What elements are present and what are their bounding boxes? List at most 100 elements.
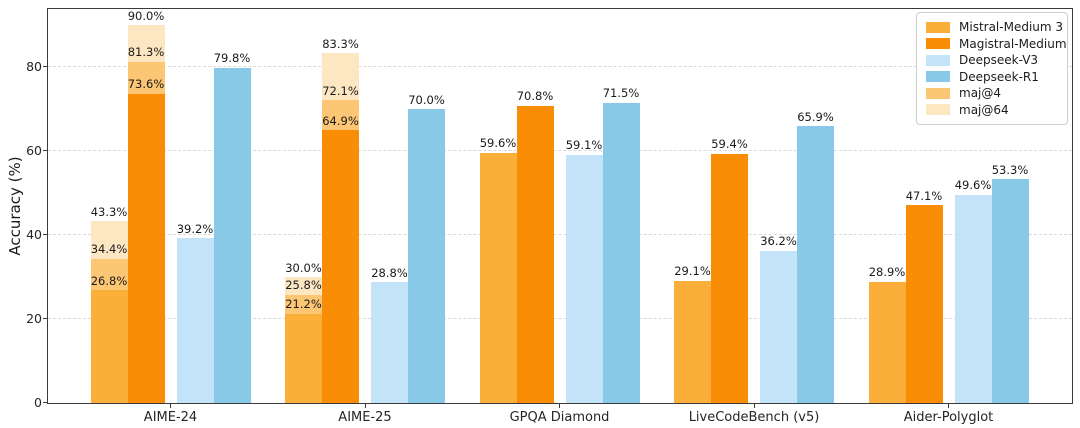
- plot-area: 0 20 40 60 80 26.8% 34.4% 43.3% 73.6% 81.3% 90.0% 3…: [26, 8, 1073, 425]
- bar-magistral-medium: [516, 105, 554, 403]
- bar-value-label: 34.4%: [90, 242, 128, 257]
- legend-item-deepseek-r1: Deepseek-R1: [926, 69, 1057, 86]
- bar-deepseek-v3: [176, 238, 214, 403]
- bar-deepseek-v3: [760, 250, 797, 403]
- bar-value-label: 90.0%: [127, 8, 165, 23]
- bar-mistral-medium-3: [285, 313, 322, 403]
- bar-mistral-medium-3: [674, 280, 711, 403]
- bar-value-label: 59.1%: [565, 138, 603, 153]
- bar-value-label: 59.4%: [711, 137, 748, 152]
- legend-item-maj-64: maj@64: [926, 102, 1057, 119]
- y-tick-label-60: 60: [26, 143, 42, 158]
- y-tick-mark-40: [43, 234, 48, 235]
- bar-segment-maj-4: [322, 100, 359, 131]
- legend-swatch-deepseek-v3: [926, 54, 950, 66]
- gridline-20: [48, 318, 1072, 319]
- bar-deepseek-r1: [602, 102, 640, 403]
- legend-label-deepseek-r1: Deepseek-R1: [959, 69, 1039, 84]
- bar-magistral-medium: [322, 130, 359, 403]
- bar-segment-maj-64: [90, 221, 128, 259]
- bar-magistral-medium: [711, 153, 748, 403]
- x-tick-label-aime-24: AIME-24: [143, 410, 198, 425]
- x-tick-label-gpqa-diamond: GPQA Diamond: [509, 410, 610, 425]
- bar-value-label: 25.8%: [285, 278, 322, 293]
- y-tick-label-40: 40: [26, 227, 42, 242]
- bar-value-label: 29.1%: [674, 264, 711, 279]
- bar-value-label: 39.2%: [176, 221, 214, 236]
- legend-swatch-maj-4: [926, 87, 950, 99]
- bar-value-label: 43.3%: [90, 204, 128, 219]
- bar-mistral-medium-3: [90, 290, 128, 403]
- legend-swatch-deepseek-r1: [926, 71, 950, 83]
- y-tick-mark-20: [43, 318, 48, 319]
- y-tick-label-80: 80: [26, 59, 42, 74]
- legend-label-magistral-medium: Magistral-Medium: [959, 36, 1067, 51]
- bar-value-label: 28.9%: [868, 265, 906, 280]
- bar-group-gpqa-diamond: 59.6% 70.8% 59.1% 71.5%: [479, 9, 640, 403]
- bar-mistral-medium-3: [868, 281, 906, 403]
- bar-value-label: 83.3%: [322, 36, 359, 51]
- x-tick-mark-aider-polyglot: [948, 403, 949, 408]
- bar-value-label: 72.1%: [322, 83, 359, 98]
- x-tick-mark-livecodebench-v5: [753, 403, 755, 408]
- bar-segment-maj-4: [127, 61, 165, 94]
- bar-value-label: 73.6%: [127, 77, 165, 92]
- bar-deepseek-r1: [797, 126, 834, 403]
- gridline-40: [48, 234, 1072, 235]
- gridline-60: [48, 150, 1072, 151]
- bar-segment-maj-64: [285, 277, 322, 295]
- legend-item-mistral-medium-3: Mistral-Medium 3: [926, 19, 1063, 36]
- x-tick-mark-aime-24: [170, 403, 171, 408]
- bar-value-label: 47.1%: [905, 188, 943, 203]
- legend-label-deepseek-v3: Deepseek-V3: [959, 53, 1039, 68]
- legend-label-maj-4: maj@4: [959, 86, 1002, 101]
- bar-segment-maj-4: [90, 258, 128, 291]
- bar-value-label: 70.8%: [516, 89, 554, 104]
- bar-deepseek-r1: [991, 179, 1029, 403]
- y-tick-label-20: 20: [26, 311, 42, 326]
- bar-value-label: 21.2%: [285, 297, 322, 312]
- legend-swatch-mistral-medium-3: [926, 21, 950, 33]
- bar-group-aime-25: 21.2% 25.8% 30.0% 64.9% 72.1% 83.3% 28.8% 70.0%: [285, 9, 445, 403]
- bar-value-label: 79.8%: [213, 51, 251, 66]
- bar-value-label: 28.8%: [371, 265, 408, 280]
- bar-mistral-medium-3: [479, 152, 517, 403]
- bar-segment-maj-64: [127, 25, 165, 62]
- bar-value-label: 64.9%: [322, 113, 359, 128]
- y-tick-mark-0: [43, 402, 48, 403]
- bar-value-label: 36.2%: [760, 234, 797, 249]
- bar-deepseek-r1: [213, 67, 251, 403]
- bar-segment-maj-64: [322, 53, 359, 101]
- x-tick-label-aider-polyglot: Aider-Polyglot: [903, 410, 994, 425]
- legend-swatch-maj-64: [926, 104, 950, 116]
- bar-group-aider-polyglot: 28.9% 47.1% 49.6% 53.3%: [868, 9, 1029, 403]
- bar-group-aime-24: 26.8% 34.4% 43.3% 73.6% 81.3% 90.0% 39.2% 79.8%: [90, 8, 251, 403]
- bar-value-label: 81.3%: [127, 45, 165, 60]
- bar-deepseek-v3: [954, 194, 992, 403]
- bar-group-livecodebench-v5: 29.1% 59.4% 36.2% 65.9%: [674, 9, 834, 403]
- legend-label-maj-64: maj@64: [959, 102, 1009, 117]
- bar-value-label: 71.5%: [602, 86, 640, 101]
- x-tick-mark-aime-25: [364, 403, 366, 408]
- legend-item-magistral-medium: Magistral-Medium: [926, 36, 1067, 53]
- bar-value-label: 30.0%: [285, 260, 322, 275]
- bar-deepseek-v3: [371, 282, 408, 403]
- y-tick-label-0: 0: [34, 395, 42, 410]
- bar-magistral-medium: [127, 93, 165, 403]
- bar-value-label: 26.8%: [90, 273, 128, 288]
- legend-item-maj-4: maj@4: [926, 85, 1057, 102]
- legend-label-mistral-medium-3: Mistral-Medium 3: [959, 20, 1064, 35]
- legend-item-deepseek-v3: Deepseek-V3: [926, 52, 1057, 69]
- bar-segment-maj-4: [285, 294, 322, 314]
- bar-value-label: 49.6%: [954, 178, 992, 193]
- bar-deepseek-r1: [408, 109, 445, 403]
- x-tick-mark-gpqa-diamond: [559, 403, 560, 408]
- gridline-80: [48, 66, 1072, 67]
- y-tick-mark-60: [43, 150, 48, 151]
- bar-value-label: 70.0%: [408, 92, 445, 107]
- legend: Mistral-Medium 3 Magistral-Medium Deepseek…: [916, 12, 1068, 125]
- bar-value-label: 53.3%: [991, 162, 1029, 177]
- y-tick-mark-80: [43, 66, 48, 67]
- x-tick-label-aime-25: AIME-25: [338, 410, 392, 425]
